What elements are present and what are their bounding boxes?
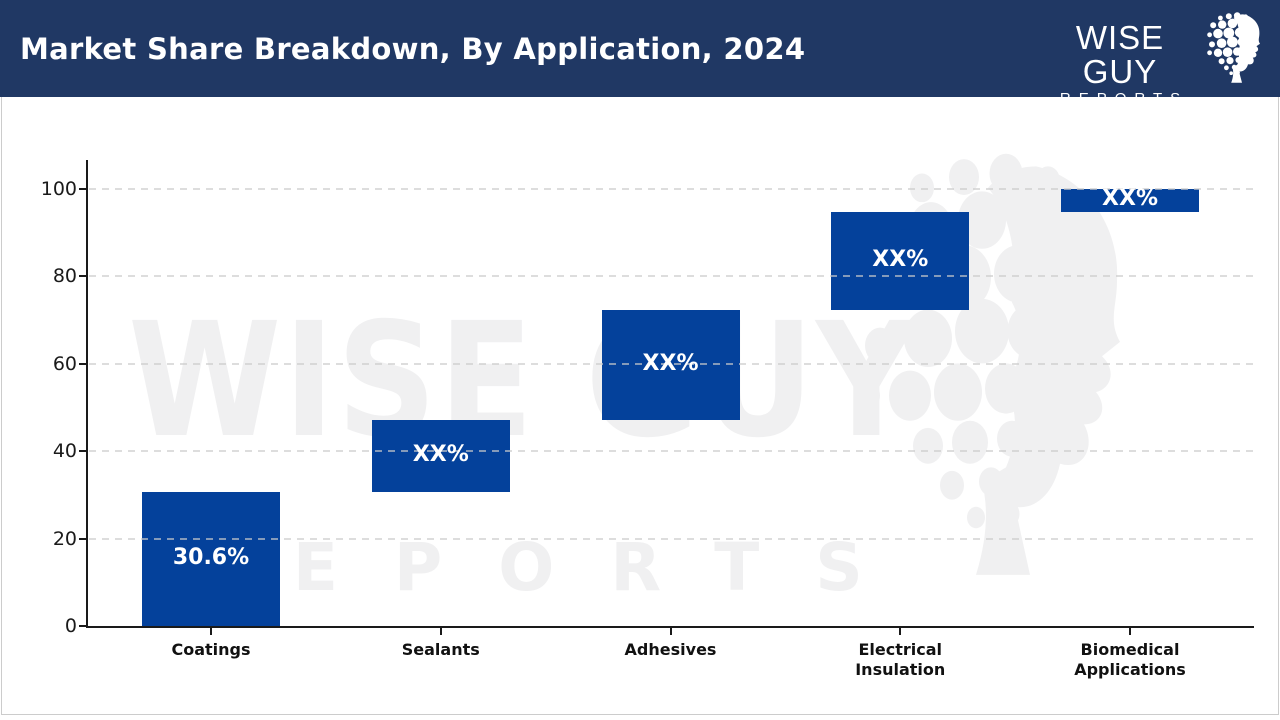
x-axis-tick: [669, 628, 672, 635]
dotted-head-profile-icon: [1206, 11, 1266, 85]
gridline-60: [89, 362, 1253, 365]
x-axis-tick: [899, 628, 902, 635]
header-bar: Market Share Breakdown, By Application, …: [0, 0, 1280, 107]
x-axis-category-label-sealants: Sealants: [401, 640, 480, 659]
bar-value-label-adhesives: XX%: [642, 351, 699, 377]
bar-sealants: [371, 419, 510, 493]
wiseguy-logo: WISE GUY REPORTS: [1034, 9, 1266, 107]
gridline-40: [89, 450, 1253, 452]
y-axis-tick: [79, 537, 86, 540]
y-axis-tick: [79, 362, 86, 365]
y-axis-tick: [79, 187, 86, 190]
y-axis-line: [86, 160, 88, 628]
bar-value-label-coatings: 30.6%: [172, 545, 250, 571]
x-axis-category-label-coatings: Coatings: [171, 640, 251, 659]
gridline-80: [89, 275, 1253, 277]
gridline-20: [89, 537, 1253, 540]
logo-wordmark: WISE GUY: [1075, 19, 1165, 90]
x-axis-category-label-biomedical-applications: Biomedical Applications: [1074, 640, 1186, 679]
bar-biomedical-applications: [1061, 188, 1199, 213]
y-axis-tick: [79, 275, 86, 277]
y-axis-tick-label: 60: [52, 352, 77, 375]
page-title: Market Share Breakdown, By Application, …: [20, 31, 806, 66]
x-axis-line: [86, 626, 1254, 628]
x-axis-tick: [1129, 628, 1131, 635]
logo-text: WISE GUY REPORTS: [1034, 21, 1206, 108]
y-axis-tick-label: 40: [52, 440, 77, 462]
chart-canvas: WISE GUY REPORTS 0 20 40 60 80 100 30.6% Coatin…: [0, 97, 1280, 720]
y-axis-tick-label: 80: [52, 265, 77, 287]
x-axis-tick: [210, 628, 212, 635]
x-axis-tick: [439, 628, 442, 635]
y-axis-tick-label: 0: [64, 615, 77, 637]
chart-area: 0 20 40 60 80 100 30.6% Coatings XX% Sealants XX% A…: [0, 97, 1280, 720]
y-axis-tick-label: 20: [52, 527, 77, 550]
y-axis-tick: [79, 625, 86, 627]
gridline-100: [89, 187, 1253, 190]
bar-value-label-sealants: XX%: [412, 442, 469, 468]
watermark-wordmark: WISE GUY: [128, 289, 919, 473]
bar-value-label-electrical-insulation: XX%: [872, 247, 929, 273]
y-axis-tick: [79, 450, 86, 452]
y-axis-tick-label: 100: [40, 177, 77, 200]
bar-adhesives: [601, 310, 740, 420]
bar-coatings: [142, 492, 280, 626]
bar-value-label-biomedical-applications: XX%: [1102, 186, 1158, 212]
watermark-subtitle: REPORTS: [186, 529, 919, 606]
x-axis-category-label-electrical-insulation: Electrical Insulation: [855, 640, 946, 679]
bar-electrical-insulation: [831, 212, 970, 311]
x-axis-category-label-adhesives: Adhesives: [624, 640, 717, 659]
